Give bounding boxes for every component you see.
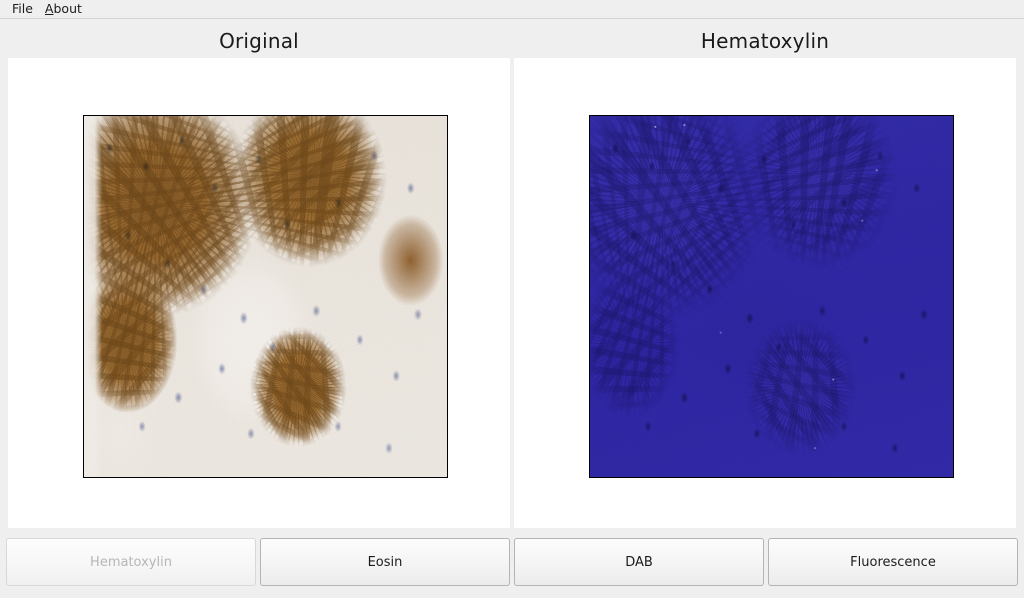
panel-title-original: Original: [219, 29, 299, 53]
original-micrograph-image: [84, 116, 447, 477]
menu-item-file-label: File: [12, 1, 33, 16]
y-tick-mark-original: [83, 398, 84, 399]
menu-item-file[interactable]: File: [9, 0, 42, 18]
y-tick-mark-original: [83, 469, 84, 470]
y-tick-mark-original: [83, 187, 84, 188]
hematoxylin-channel-image: [590, 116, 953, 477]
x-tick-mark-hematoxylin: [732, 477, 733, 478]
original-hematoxylin-nuclei: [84, 116, 447, 477]
stain-button-hematoxylin-label: Hematoxylin: [90, 554, 172, 570]
stain-button-dab[interactable]: DAB: [514, 538, 764, 586]
x-tick-mark-original: [155, 477, 156, 478]
y-tick-mark-hematoxylin: [589, 187, 590, 188]
x-tick-mark-original: [84, 477, 85, 478]
y-tick-mark-hematoxylin: [589, 116, 590, 117]
figure-canvas-original[interactable]: 01002003004005000100200300400500: [8, 58, 510, 528]
y-tick-mark-original: [83, 328, 84, 329]
menu-item-about-mnemonic: A: [44, 1, 54, 16]
original-pale-margin: [84, 116, 103, 477]
original-image-grain: [84, 116, 447, 477]
stain-button-eosin[interactable]: Eosin: [260, 538, 510, 586]
menu-bar: File About: [0, 0, 1024, 19]
hematoxylin-image-grain: [590, 116, 953, 477]
y-tick-mark-original: [83, 116, 84, 117]
figure-canvas-hematoxylin[interactable]: 01002003004005000100200300400500: [514, 58, 1016, 528]
x-tick-mark-hematoxylin: [803, 477, 804, 478]
stain-button-fluorescence[interactable]: Fluorescence: [768, 538, 1018, 586]
stain-button-eosin-label: Eosin: [367, 554, 403, 570]
y-tick-mark-original: [83, 257, 84, 258]
menu-item-about-label-rest: bout: [53, 1, 82, 16]
stain-button-hematoxylin[interactable]: Hematoxylin: [6, 538, 256, 586]
axes-original[interactable]: 01002003004005000100200300400500: [83, 115, 448, 478]
x-tick-mark-hematoxylin: [590, 477, 591, 478]
menu-item-about[interactable]: About: [42, 0, 91, 18]
y-tick-mark-hematoxylin: [589, 257, 590, 258]
x-tick-mark-original: [368, 477, 369, 478]
x-tick-mark-original: [297, 477, 298, 478]
panel-title-hematoxylin: Hematoxylin: [700, 29, 830, 53]
y-tick-mark-hematoxylin: [589, 398, 590, 399]
y-tick-mark-hematoxylin: [589, 469, 590, 470]
x-tick-mark-hematoxylin: [661, 477, 662, 478]
hematoxylin-bright-specks: [590, 116, 953, 477]
axes-hematoxylin[interactable]: 01002003004005000100200300400500: [589, 115, 954, 478]
stain-button-fluorescence-label: Fluorescence: [850, 554, 936, 570]
x-tick-mark-hematoxylin: [874, 477, 875, 478]
stain-button-dab-label: DAB: [625, 554, 653, 570]
y-tick-mark-hematoxylin: [589, 328, 590, 329]
stain-button-row: Hematoxylin Eosin DAB Fluorescence: [0, 538, 1024, 588]
x-tick-mark-hematoxylin: [944, 477, 945, 478]
x-tick-mark-original: [438, 477, 439, 478]
x-tick-mark-original: [226, 477, 227, 478]
